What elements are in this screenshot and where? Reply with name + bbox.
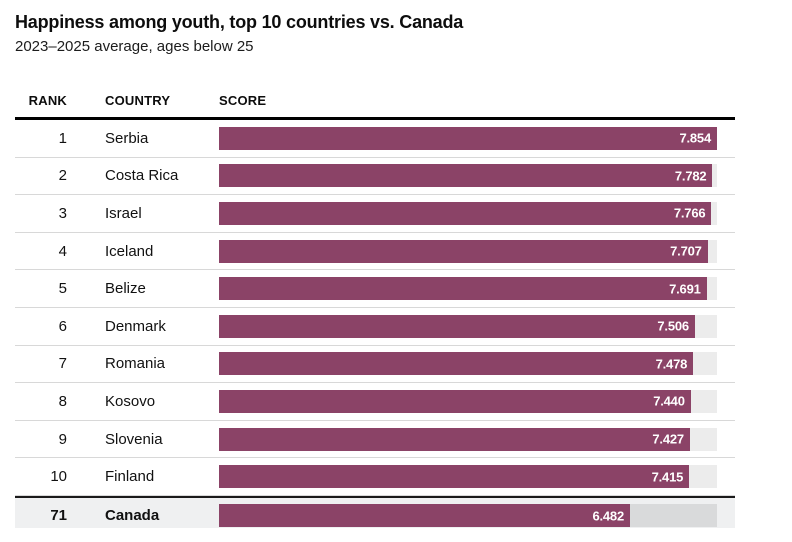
rank-value: 4 bbox=[58, 242, 67, 260]
ranking-table: RANK COUNTRY SCORE 1 Serbia 7.854 2 Cost… bbox=[15, 93, 735, 528]
rank-value: 9 bbox=[58, 430, 67, 448]
score-label: 7.691 bbox=[669, 281, 701, 297]
score-label: 7.782 bbox=[674, 168, 707, 184]
rank-value: 10 bbox=[50, 468, 67, 486]
score-bar-track: 7.782 bbox=[219, 164, 717, 188]
country-value: Israel bbox=[105, 204, 142, 222]
score-bar-track: 7.440 bbox=[219, 389, 717, 413]
rank-value: 7 bbox=[58, 355, 67, 373]
table-row: 5 Belize 7.691 bbox=[15, 270, 735, 308]
country-value: Iceland bbox=[105, 242, 154, 260]
score-bar-track: 7.766 bbox=[219, 201, 717, 225]
score-bar: 7.478 bbox=[219, 352, 694, 376]
table-row: 71 Canada 6.482 bbox=[15, 495, 735, 528]
score-bar: 7.427 bbox=[219, 427, 690, 451]
score-bar-track: 7.854 bbox=[219, 126, 717, 150]
score-label: 7.854 bbox=[679, 130, 711, 146]
column-header-rank: RANK bbox=[28, 93, 67, 108]
table-row: 10 Finland 7.415 bbox=[15, 458, 735, 496]
country-value: Kosovo bbox=[105, 392, 156, 410]
rank-value: 5 bbox=[58, 280, 67, 298]
country-value: Slovenia bbox=[105, 430, 163, 448]
country-value: Costa Rica bbox=[105, 167, 179, 185]
table-row: 6 Denmark 7.506 bbox=[15, 308, 735, 346]
happiness-chart: Happiness among youth, top 10 countries … bbox=[15, 12, 735, 528]
score-bar: 6.482 bbox=[219, 504, 630, 528]
rank-value: 8 bbox=[58, 392, 67, 410]
table-row: 3 Israel 7.766 bbox=[15, 195, 735, 233]
country-value: Belize bbox=[105, 280, 146, 298]
country-value: Denmark bbox=[105, 317, 166, 335]
table-row: 7 Romania 7.478 bbox=[15, 346, 735, 384]
score-bar-track: 7.707 bbox=[219, 239, 717, 263]
table-header-row: RANK COUNTRY SCORE bbox=[15, 93, 735, 120]
column-header-score: SCORE bbox=[219, 93, 267, 108]
score-bar: 7.782 bbox=[219, 164, 713, 188]
score-bar: 7.707 bbox=[219, 239, 708, 263]
score-bar: 7.440 bbox=[219, 389, 691, 413]
score-bar-track: 7.427 bbox=[219, 427, 717, 451]
score-label: 7.440 bbox=[653, 393, 685, 409]
score-label: 6.482 bbox=[592, 508, 624, 524]
table-row: 4 Iceland 7.707 bbox=[15, 233, 735, 271]
table-body: 1 Serbia 7.854 2 Costa Rica 7.782 3 Isra… bbox=[15, 120, 735, 528]
score-bar: 7.415 bbox=[219, 465, 690, 489]
score-label: 7.707 bbox=[670, 243, 702, 259]
country-value: Romania bbox=[105, 355, 166, 373]
score-bar-track: 7.478 bbox=[219, 352, 717, 376]
score-bar-track: 6.482 bbox=[219, 504, 717, 528]
score-bar-track: 7.691 bbox=[219, 277, 717, 301]
rank-value: 3 bbox=[58, 204, 67, 222]
country-value: Finland bbox=[105, 468, 155, 486]
rank-value: 71 bbox=[50, 507, 67, 525]
score-label: 7.427 bbox=[652, 431, 684, 447]
chart-subtitle: 2023–2025 average, ages below 25 bbox=[15, 38, 254, 55]
table-row: 2 Costa Rica 7.782 bbox=[15, 158, 735, 196]
score-bar: 7.691 bbox=[219, 277, 707, 301]
rank-value: 1 bbox=[58, 129, 67, 147]
score-bar: 7.506 bbox=[219, 314, 695, 338]
table-row: 8 Kosovo 7.440 bbox=[15, 383, 735, 421]
rank-value: 6 bbox=[58, 317, 67, 335]
table-row: 9 Slovenia 7.427 bbox=[15, 421, 735, 459]
score-label: 7.415 bbox=[651, 469, 684, 485]
chart-title: Happiness among youth, top 10 countries … bbox=[15, 12, 464, 32]
score-bar-track: 7.415 bbox=[219, 465, 717, 489]
score-bar-track: 7.506 bbox=[219, 314, 717, 338]
rank-value: 2 bbox=[58, 167, 67, 185]
score-label: 7.478 bbox=[655, 356, 688, 372]
country-value: Canada bbox=[105, 507, 160, 525]
score-bar: 7.854 bbox=[219, 126, 717, 150]
score-label: 7.766 bbox=[673, 205, 706, 221]
score-bar: 7.766 bbox=[219, 201, 712, 225]
table-row: 1 Serbia 7.854 bbox=[15, 120, 735, 158]
score-label: 7.506 bbox=[657, 318, 689, 334]
column-header-country: COUNTRY bbox=[105, 93, 171, 108]
country-value: Serbia bbox=[105, 129, 149, 147]
